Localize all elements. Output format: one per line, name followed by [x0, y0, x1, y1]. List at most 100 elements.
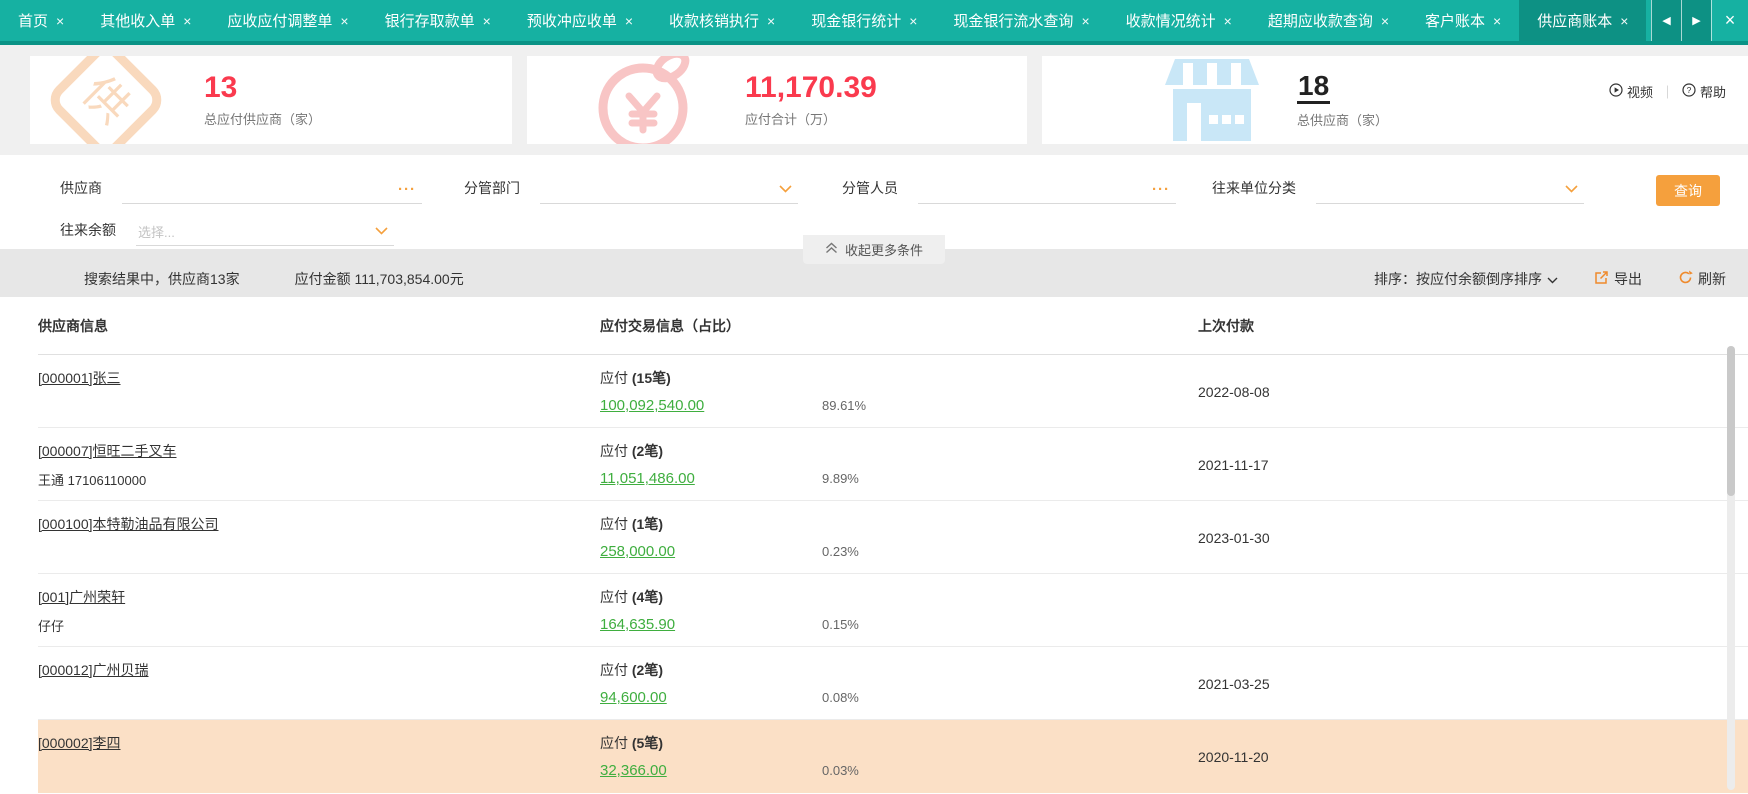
payable-percent: 89.61%	[822, 398, 867, 413]
refresh-icon	[1678, 270, 1693, 288]
picker-ellipsis-icon[interactable]: ···	[1152, 180, 1170, 198]
tab-close-icon[interactable]: ×	[909, 12, 918, 29]
tab-label: 现金银行统计	[811, 13, 902, 30]
close-all-tabs-icon[interactable]: ×	[1711, 0, 1748, 41]
tab-close-icon[interactable]: ×	[1081, 12, 1090, 29]
filter-category: 往来单位分类	[1212, 175, 1584, 204]
tab[interactable]: 现金银行统计 ×	[793, 0, 935, 41]
filter-department-label: 分管部门	[464, 180, 520, 196]
collapse-filters-button[interactable]: 收起更多条件	[802, 235, 946, 264]
payable-amount-link[interactable]: 258,000.00	[600, 543, 676, 560]
payable-percent: 0.15%	[822, 617, 859, 632]
question-circle-icon: ?	[1682, 83, 1696, 100]
table-body: [000001]张三 应付 (15笔) 100,092,540.00 89.61…	[38, 355, 1748, 793]
tab[interactable]: 首页 ×	[0, 0, 82, 41]
tab[interactable]: 现金银行流水查询 ×	[935, 0, 1107, 41]
supplier-link[interactable]: [000002]李四	[38, 735, 121, 751]
tab-label: 收款核销执行	[669, 13, 760, 30]
payable-count: (2笔)	[631, 662, 664, 678]
department-select[interactable]	[540, 175, 798, 204]
tab[interactable]: 收款核销执行 ×	[651, 0, 793, 41]
tab[interactable]: 预收冲应收单 ×	[509, 0, 651, 41]
payable-percent: 0.23%	[822, 544, 859, 559]
payable-amount-link[interactable]: 94,600.00	[600, 689, 667, 706]
tab-close-icon[interactable]: ×	[1380, 12, 1390, 29]
payable-amount-link[interactable]: 100,092,540.00	[600, 397, 705, 414]
tab-label: 现金银行流水查询	[953, 13, 1074, 30]
tab[interactable]: 客户账本 ×	[1407, 0, 1519, 41]
chevron-down-icon	[779, 185, 792, 193]
total-supplier-label: 总供应商（家）	[1297, 113, 1389, 129]
tab-close-icon[interactable]: ×	[767, 12, 776, 29]
tab-close-icon[interactable]: ×	[1620, 12, 1629, 29]
tab-label: 客户账本	[1425, 13, 1486, 30]
tab[interactable]: 银行存取款单 ×	[367, 0, 509, 41]
money-bag-icon	[585, 56, 705, 144]
table-row[interactable]: [000007]恒旺二手叉车 王通 17106110000 应付 (2笔) 11…	[38, 428, 1748, 501]
picker-ellipsis-icon[interactable]: ···	[398, 180, 416, 198]
stat-card-payable-suppliers: 供 13 总应付供应商（家）	[30, 56, 512, 144]
table-row[interactable]: [000002]李四 应付 (5笔) 32,366.00 0.03% 2020-…	[38, 720, 1748, 793]
tab[interactable]: 应收应付调整单 ×	[209, 0, 366, 41]
filter-department: 分管部门	[464, 175, 798, 204]
tab-label: 其他收入单	[100, 13, 176, 30]
payable-percent: 0.03%	[822, 763, 859, 778]
payable-percent: 0.08%	[822, 690, 859, 705]
tab-scroll-right-icon[interactable]: ▶	[1681, 0, 1711, 41]
supplier-contact: 仔仔	[38, 619, 65, 634]
tab[interactable]: 其他收入单 ×	[82, 0, 209, 41]
filter-row-2: 往来余额 选择...	[60, 217, 1748, 246]
tab[interactable]: 超期应收款查询 ×	[1250, 0, 1407, 41]
vertical-scrollbar[interactable]	[1727, 346, 1735, 790]
tab-close-icon[interactable]: ×	[340, 12, 349, 29]
supplier-link[interactable]: [001]广州荣轩	[38, 589, 126, 605]
tab[interactable]: 供应商账本 ×	[1519, 0, 1647, 41]
tab-scroll-left-icon[interactable]: ◀	[1651, 0, 1681, 41]
tab[interactable]: 收款情况统计 ×	[1108, 0, 1250, 41]
table-row[interactable]: [001]广州荣轩 仔仔 应付 (4笔) 164,635.90 0.15%	[38, 574, 1748, 647]
tab-close-icon[interactable]: ×	[482, 12, 491, 29]
tab-close-icon[interactable]: ×	[1223, 12, 1232, 29]
balance-select[interactable]: 选择...	[136, 217, 394, 246]
payable-amount-link[interactable]: 32,366.00	[600, 762, 667, 779]
supplier-table: 供应商信息 应付交易信息（占比） 上次付款 [000001]张三 应付 (15笔…	[0, 297, 1748, 794]
stat-card-payable-total: 11,170.39 应付合计（万）	[527, 56, 1027, 144]
tab-close-icon[interactable]: ×	[624, 12, 634, 29]
supplier-link[interactable]: [000001]张三	[38, 370, 121, 386]
sort-control[interactable]: 排序：按应付余额倒序排序	[1374, 269, 1558, 289]
supplier-link[interactable]: [000100]本特勒油品有限公司	[38, 516, 219, 532]
person-picker-input[interactable]: ···	[918, 175, 1176, 204]
supplier-contact: 王通 17106110000	[38, 473, 147, 488]
payable-amount-link[interactable]: 11,051,486.00	[600, 470, 695, 487]
export-icon	[1594, 270, 1609, 288]
tab-bar: 首页 × 其他收入单 × 应收应付调整单 × 银行存取款单 × 预收冲应收单 ×…	[0, 0, 1748, 45]
export-button[interactable]: 导出	[1594, 269, 1642, 289]
payable-amount-link[interactable]: 164,635.90	[600, 616, 676, 633]
payable-label: 应付	[600, 735, 628, 751]
help-label: 帮助	[1699, 85, 1726, 100]
scrollbar-thumb[interactable]	[1727, 346, 1735, 496]
last-payment-date: 2022-08-08	[1198, 384, 1270, 400]
table-row[interactable]: [000001]张三 应付 (15笔) 100,092,540.00 89.61…	[38, 355, 1748, 428]
supplier-picker-input[interactable]: ···	[122, 175, 422, 204]
video-link[interactable]: 视频	[1609, 82, 1653, 101]
tab-close-icon[interactable]: ×	[1493, 12, 1502, 29]
supplier-link[interactable]: [000012]广州贝瑞	[38, 662, 149, 678]
search-button[interactable]: 查询	[1656, 175, 1720, 206]
refresh-button[interactable]: 刷新	[1678, 269, 1726, 289]
payable-supplier-count: 13	[204, 70, 238, 104]
payable-count: (15笔)	[631, 370, 671, 386]
tab-close-icon[interactable]: ×	[56, 12, 65, 29]
table-header: 供应商信息 应付交易信息（占比） 上次付款	[38, 297, 1748, 355]
last-payment-date	[1198, 574, 1748, 646]
chevron-down-icon	[1565, 185, 1578, 193]
video-label: 视频	[1626, 85, 1653, 100]
tab-label: 首页	[18, 13, 49, 30]
table-row[interactable]: [000100]本特勒油品有限公司 应付 (1笔) 258,000.00 0.2…	[38, 501, 1748, 574]
supplier-link[interactable]: [000007]恒旺二手叉车	[38, 443, 177, 459]
help-link[interactable]: ? 帮助	[1682, 82, 1726, 101]
tab-close-icon[interactable]: ×	[183, 12, 192, 29]
category-select[interactable]	[1316, 175, 1584, 204]
table-row[interactable]: [000012]广州贝瑞 应付 (2笔) 94,600.00 0.08% 202…	[38, 647, 1748, 720]
